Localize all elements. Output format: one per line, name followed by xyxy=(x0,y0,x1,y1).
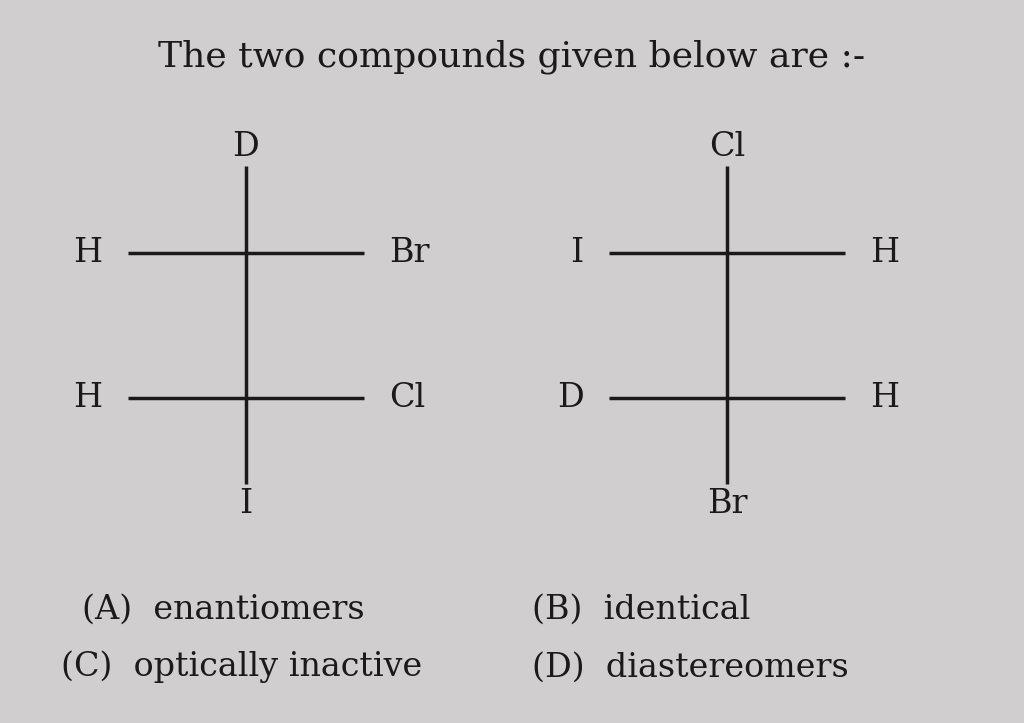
Text: (D)  diastereomers: (D) diastereomers xyxy=(532,651,849,683)
Text: D: D xyxy=(232,131,259,163)
Text: H: H xyxy=(74,237,102,269)
Text: H: H xyxy=(870,237,899,269)
Text: (C)  optically inactive: (C) optically inactive xyxy=(61,651,423,683)
Text: The two compounds given below are :-: The two compounds given below are :- xyxy=(159,40,865,74)
Text: Br: Br xyxy=(707,488,748,520)
Text: Br: Br xyxy=(389,237,430,269)
Text: D: D xyxy=(557,382,584,414)
Text: I: I xyxy=(570,237,584,269)
Text: Cl: Cl xyxy=(389,382,425,414)
Text: (B)  identical: (B) identical xyxy=(532,594,751,625)
Text: I: I xyxy=(240,488,252,520)
Text: Cl: Cl xyxy=(709,131,745,163)
Text: H: H xyxy=(74,382,102,414)
Text: (A)  enantiomers: (A) enantiomers xyxy=(82,594,365,625)
Text: H: H xyxy=(870,382,899,414)
